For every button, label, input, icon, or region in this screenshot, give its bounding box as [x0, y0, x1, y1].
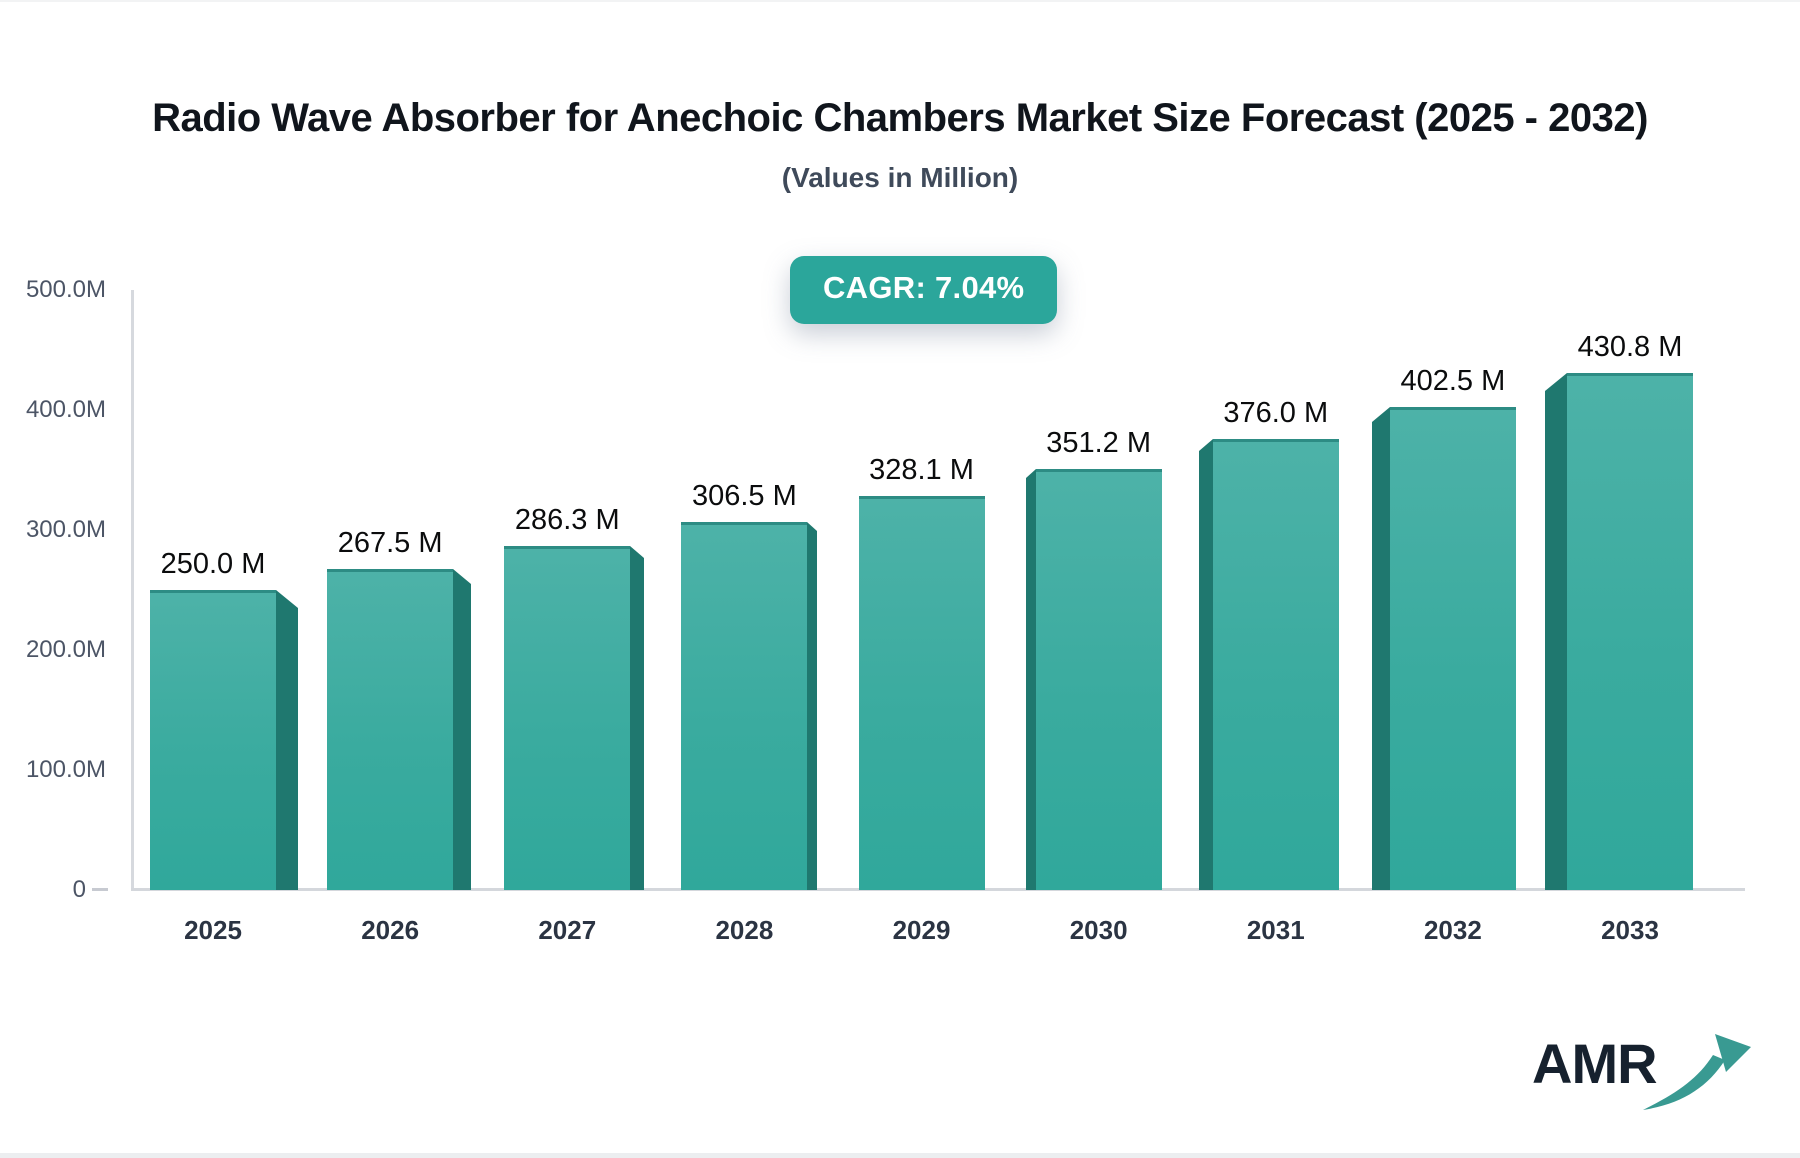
x-axis-year-label: 2027 [538, 915, 597, 945]
bar[interactable] [1036, 469, 1162, 890]
bar-side-face [453, 569, 471, 890]
bar[interactable] [1567, 373, 1693, 890]
y-tick-label: 300.0M [25, 516, 106, 543]
amr-logo[interactable]: AMR [1532, 1028, 1753, 1114]
cagr-badge: CAGR: 7.04% [790, 256, 1058, 324]
bar-side-face [276, 590, 298, 890]
bar-side-face [1372, 407, 1390, 890]
bar-value-label: 306.5 M [691, 480, 797, 512]
bar[interactable] [504, 546, 630, 890]
bar-side-face [1199, 439, 1213, 890]
bar[interactable] [1213, 439, 1339, 890]
y-tick-label: 0 [72, 876, 86, 903]
x-axis-year-label: 2032 [1423, 915, 1482, 945]
bar-side-face [807, 522, 817, 890]
bar[interactable] [859, 496, 985, 890]
bar-side-face [1545, 373, 1567, 890]
x-axis-year-label: 2026 [361, 915, 420, 945]
y-axis-line [131, 290, 134, 891]
bar-value-label: 328.1 M [869, 454, 974, 486]
bar[interactable] [327, 569, 453, 890]
page-subtitle: (Values in Million) [781, 162, 1019, 193]
bar-value-label: 402.5 M [1400, 365, 1506, 397]
y-tick-label: 500.0M [25, 276, 106, 303]
bar[interactable] [681, 522, 807, 890]
x-axis-year-label: 2029 [892, 915, 951, 945]
x-axis-year-label: 2030 [1069, 915, 1128, 945]
logo-text: AMR [1532, 1032, 1658, 1095]
bar-side-face [1026, 469, 1036, 890]
bar-value-label: 250.0 M [160, 548, 266, 580]
x-axis-year-label: 2025 [184, 915, 242, 945]
x-axis-year-label: 2028 [715, 915, 774, 945]
y-tick-mark [92, 888, 108, 891]
x-axis-year-label: 2033 [1601, 915, 1659, 945]
y-tick-label: 100.0M [25, 756, 106, 783]
x-axis-year-label: 2031 [1246, 915, 1305, 945]
y-tick-label: 400.0M [25, 396, 106, 423]
bar[interactable] [1390, 407, 1516, 890]
bar-side-face [630, 546, 644, 890]
bar-value-label: 286.3 M [514, 504, 620, 536]
growth-arrow-icon [1642, 1034, 1751, 1110]
bar-value-label: 351.2 M [1046, 427, 1152, 459]
bar-value-label: 430.8 M [1577, 331, 1683, 363]
bar-value-label: 376.0 M [1223, 397, 1329, 429]
bar[interactable] [150, 590, 276, 890]
y-tick-label: 200.0M [25, 636, 106, 663]
page-title: Radio Wave Absorber for Anechoic Chamber… [152, 96, 1648, 140]
bar-value-label: 267.5 M [337, 527, 443, 559]
